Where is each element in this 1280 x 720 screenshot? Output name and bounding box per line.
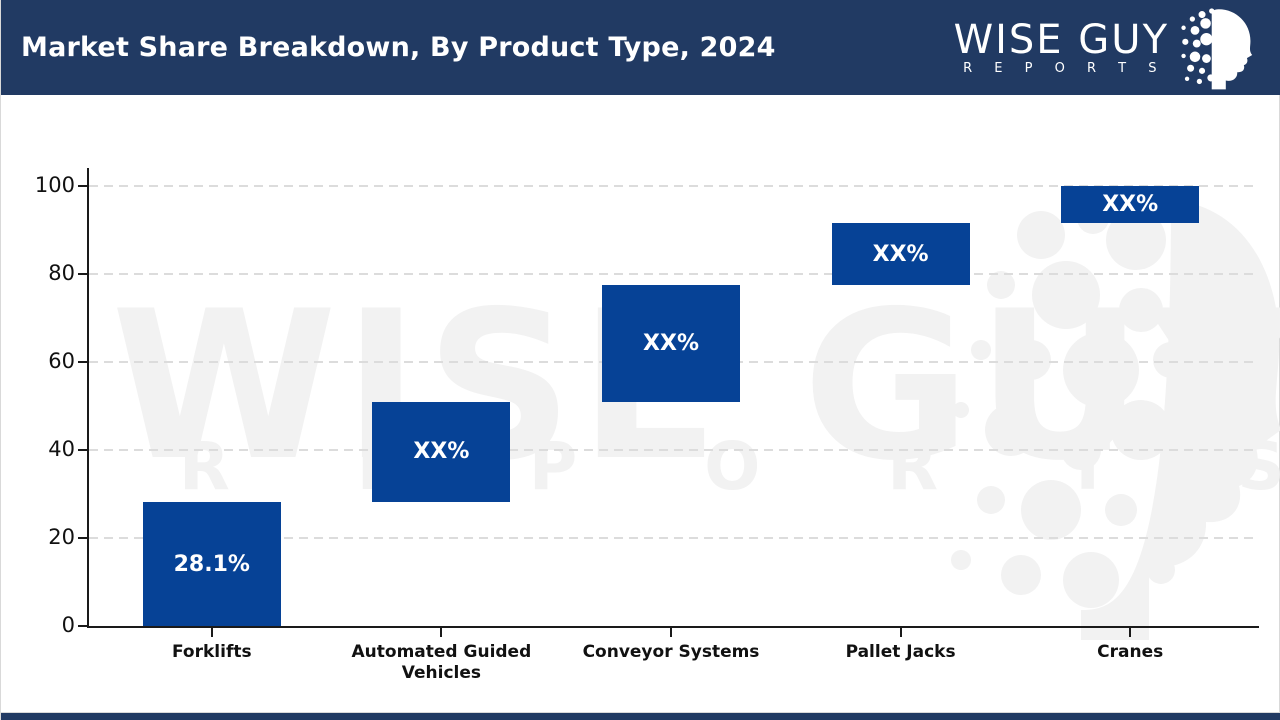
footer-rule	[1, 712, 1280, 713]
y-tick-mark	[78, 537, 87, 539]
bar-conveyor-systems: XX%	[602, 285, 740, 402]
x-axis-line	[87, 626, 1259, 628]
bar-value-label: XX%	[413, 439, 470, 465]
x-category-label: Conveyor Systems	[582, 642, 760, 662]
bar-forklifts: 28.1%	[142, 502, 281, 626]
y-tick-mark	[78, 185, 87, 187]
y-tick-mark	[78, 449, 87, 451]
x-category-label: Automated Guided Vehicles	[351, 642, 532, 683]
y-tick-label: 20	[48, 525, 75, 549]
bar-cranes: XX%	[1061, 186, 1200, 223]
page-title: Market Share Breakdown, By Product Type,…	[21, 32, 776, 63]
wiseguy-logo: WISE GUY R E P O R T S	[954, 4, 1263, 92]
footer-bar	[1, 713, 1280, 720]
y-tick-label: 40	[48, 437, 75, 461]
bar-value-label: XX%	[1102, 191, 1159, 217]
x-category-label: Forklifts	[172, 642, 252, 662]
y-tick-mark	[78, 625, 87, 627]
x-category-label: Pallet Jacks	[845, 642, 956, 662]
y-tick-mark	[78, 273, 87, 275]
y-axis-line	[87, 168, 89, 628]
bar-pallet-jacks: XX%	[831, 222, 970, 286]
logo-text: WISE GUY R E P O R T S	[954, 19, 1169, 76]
gridline	[89, 537, 1259, 539]
chart-plot-area: 0 20 40 60 80 100 28.1% Forklifts XX% Automated G…	[1, 95, 1280, 700]
header: Market Share Breakdown, By Product Type,…	[1, 0, 1280, 95]
y-tick-label: 0	[61, 613, 75, 637]
y-tick-label: 100	[34, 173, 75, 197]
x-tick-mark	[1129, 628, 1132, 637]
x-category-label: Cranes	[1097, 642, 1164, 662]
gridline	[89, 273, 1259, 275]
bar-value-label: 28.1%	[173, 551, 250, 577]
x-tick-mark	[440, 628, 443, 637]
logo-wordmark: WISE GUY	[953, 17, 1169, 63]
y-tick-label: 60	[48, 349, 75, 373]
y-tick-label: 80	[48, 261, 75, 285]
bar-value-label: XX%	[872, 241, 929, 267]
y-tick-mark	[78, 361, 87, 363]
logo-subtext: R E P O R T S	[963, 61, 1166, 76]
gridline	[89, 449, 1259, 451]
x-tick-mark	[210, 628, 213, 637]
gridline	[89, 185, 1259, 187]
logo-head-icon	[1181, 7, 1253, 89]
x-tick-mark	[670, 628, 672, 637]
bar-automated-guided-vehicles: XX%	[372, 401, 511, 503]
x-tick-mark	[899, 628, 902, 637]
bar-value-label: XX%	[643, 331, 699, 357]
